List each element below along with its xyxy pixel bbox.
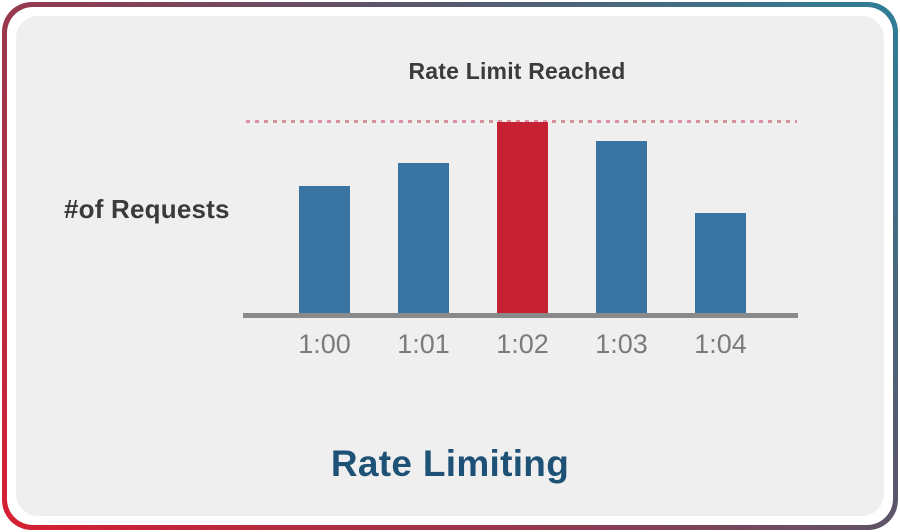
bar-1:03: [596, 141, 647, 315]
x-tick-label: 1:00: [298, 329, 351, 359]
x-tick-label: 1:01: [397, 329, 450, 359]
x-tick-label: 1:04: [694, 329, 747, 359]
bar-1:01: [398, 162, 449, 315]
diagram-caption: Rate Limiting: [330, 443, 570, 484]
chart-title: Rate Limit Reached: [408, 58, 626, 84]
x-tick-label: 1:02: [496, 329, 549, 359]
bar-1:02: [497, 122, 548, 315]
y-axis-label: #of Requests: [64, 194, 230, 224]
bar-1:04: [695, 212, 746, 315]
bar-1:00: [299, 185, 350, 315]
x-axis-line: [243, 313, 798, 318]
x-tick-label: 1:03: [595, 329, 648, 359]
rate-limit-dotted-line: [246, 120, 797, 123]
